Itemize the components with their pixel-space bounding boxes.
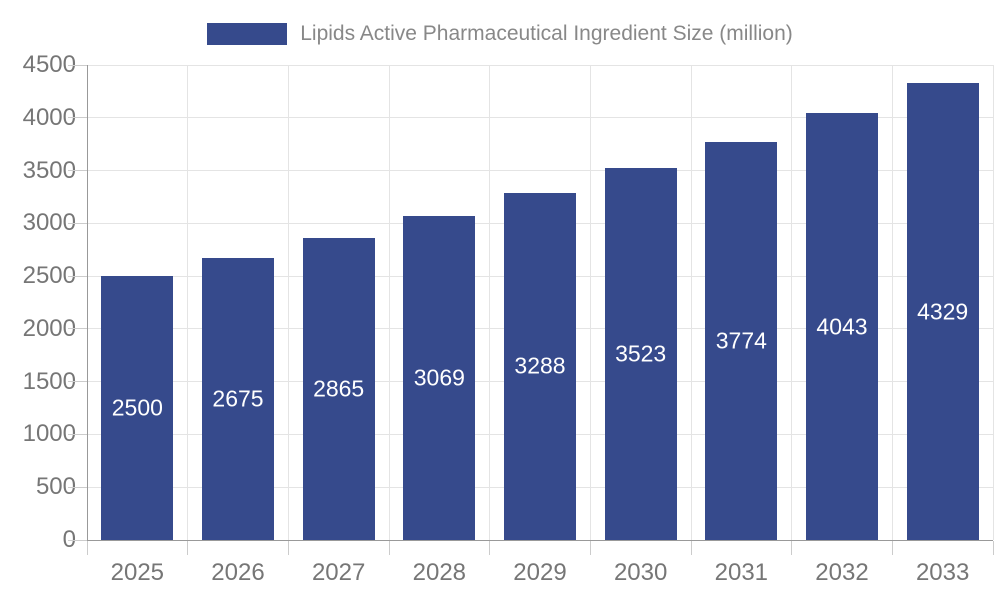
x-axis-line [87,540,993,541]
x-axis-tick [388,541,390,555]
x-axis-tick-label: 2031 [714,559,769,586]
y-axis-tick-label: 4500 [22,51,76,78]
vertical-gridline [690,65,692,540]
y-axis-tick [68,117,87,119]
vertical-gridline [187,65,189,540]
y-axis-tick-label: 500 [35,473,76,501]
bar[interactable]: 3774 [705,141,778,540]
y-axis-tick-label: 3000 [22,209,76,237]
y-axis-tick-label: 1500 [22,367,76,395]
x-axis-tick-label: 2025 [110,559,165,586]
x-axis-tick-label: 2033 [915,559,970,586]
y-axis-tick [68,486,87,488]
bar-value-label: 4043 [816,313,868,340]
y-axis-tick [68,275,87,277]
horizontal-gridline [87,117,993,119]
y-axis-tick [68,170,87,172]
y-axis-tick-label: 1000 [22,420,76,448]
y-axis-tick [68,381,87,383]
horizontal-gridline [87,170,993,172]
bar-value-label: 4329 [917,298,969,325]
y-axis-tick [68,539,87,541]
vertical-gridline [388,65,390,540]
x-axis-tick-label: 2027 [311,559,366,586]
bar-value-label: 2500 [111,394,163,421]
bar-value-label: 2675 [212,385,264,412]
x-axis-tick [287,541,289,555]
y-axis-tick-label: 2500 [22,262,76,290]
vertical-gridline [287,65,289,540]
bar[interactable]: 2675 [202,257,274,540]
bar[interactable]: 3069 [403,216,476,540]
x-axis-tick-label: 2028 [412,559,467,586]
vertical-gridline [992,65,994,540]
x-axis-tick [489,541,491,555]
x-axis-tick-label: 2026 [211,559,265,586]
vertical-gridline [891,65,893,540]
vertical-gridline [589,65,591,540]
bar[interactable]: 3288 [504,192,576,540]
bar-value-label: 2865 [313,375,365,402]
legend-label: Lipids Active Pharmaceutical Ingredient … [300,22,793,45]
y-axis-line [87,65,88,555]
horizontal-gridline [87,64,993,66]
x-axis-tick-label: 2032 [815,559,869,586]
y-axis-tick [68,328,87,330]
x-axis-tick [187,541,189,555]
y-axis-tick-label: 2000 [22,314,76,342]
y-axis-tick-label: 3500 [22,156,76,184]
y-axis-tick-label: 4000 [22,103,76,131]
legend-item[interactable]: Lipids Active Pharmaceutical Ingredient … [0,12,1000,56]
vertical-gridline [791,65,793,540]
x-axis-tick-label: 2029 [513,559,567,586]
vertical-gridline [489,65,491,540]
bar[interactable]: 2865 [302,237,375,540]
x-axis-tick [791,541,793,555]
bar[interactable]: 4329 [906,83,979,540]
x-axis-tick [589,541,591,555]
x-axis-tick [992,541,994,555]
y-axis-tick-label: 0 [62,526,76,553]
bar[interactable]: 3523 [604,168,677,540]
bar[interactable]: 4043 [806,113,878,540]
y-axis-tick [68,222,87,224]
y-axis-tick [68,64,87,66]
x-axis-tick [690,541,692,555]
y-axis-tick [68,433,87,435]
x-axis-tick-label: 2030 [613,559,668,586]
bar-value-label: 3774 [715,327,767,354]
bar[interactable]: 2500 [101,276,174,540]
plot-area: 2500 2675 2865 3069 3288 3523 3774 4043 4329 [87,64,994,540]
bar-value-label: 3523 [615,340,667,367]
bar-value-label: 3069 [413,364,465,391]
bar-value-label: 3288 [514,352,566,379]
x-axis-tick [891,541,893,555]
legend-swatch [207,23,288,45]
x-axis-tick [86,541,88,555]
